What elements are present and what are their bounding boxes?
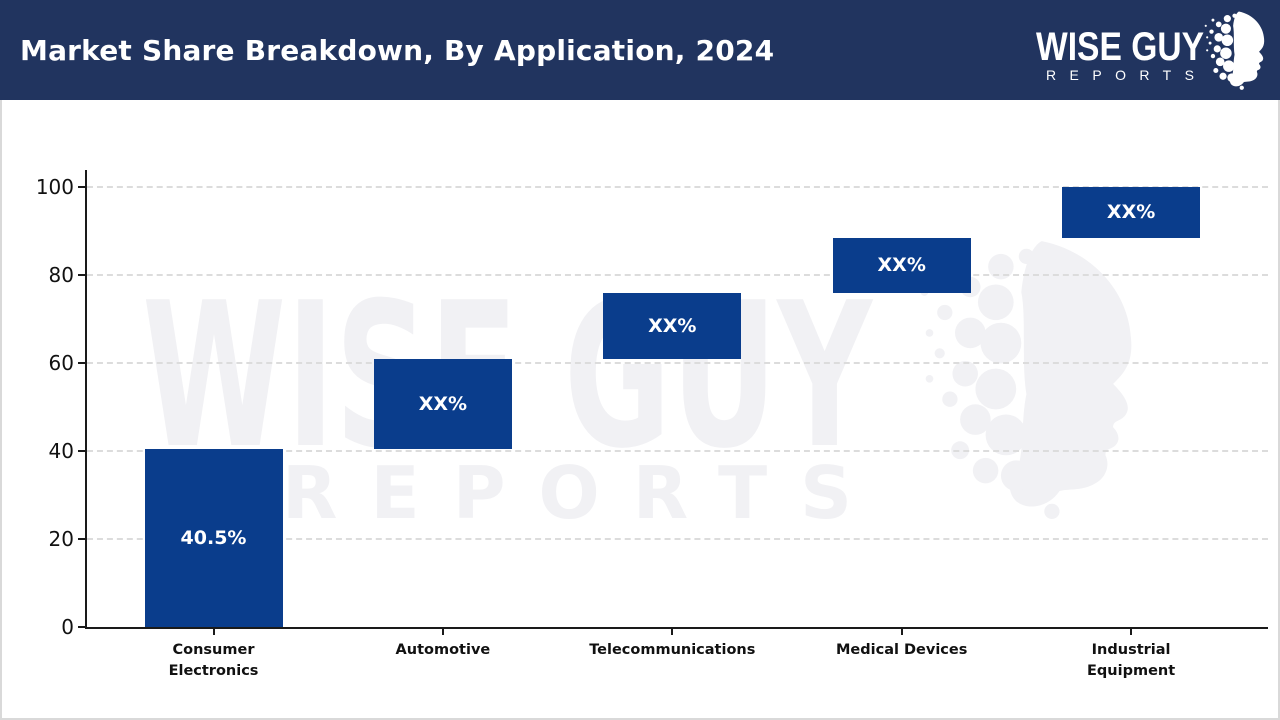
x-axis-category-label-medical-devices: Medical Devices [836,642,968,658]
x-axis-category-label-industrial-equipment: Industrial Equipment [1087,642,1176,680]
bar-value-label-telecommunications: XX% [648,314,697,337]
y-axis-tick-80 [78,274,85,276]
logo-wordmark: WISE GUY [1036,25,1204,69]
x-axis-category-label-automotive: Automotive [395,642,491,658]
bar-consumer-electronics: 40.5% [144,448,283,627]
gridline-60 [87,362,1268,364]
waterfall-chart: 0 20 40 60 80 100 40.5% Consumer Electronics XX%… [2,100,1278,716]
chart-area: WISE GUY REPORTS 0 20 40 60 80 100 40.5% Consum… [0,100,1280,720]
bar-industrial-equipment: XX% [1062,187,1201,238]
bar-value-label-medical-devices: XX% [877,254,926,277]
x-axis-tick-consumer-electronics [212,629,215,635]
bar-value-label-industrial-equipment: XX% [1106,201,1156,224]
y-axis-tick-label-60: 60 [48,351,74,375]
y-axis-tick-60 [78,362,85,364]
y-axis-tick-100 [78,186,85,188]
gridline-20 [87,538,1268,540]
x-axis-category-label-telecommunications: Telecommunications [589,642,756,658]
bar-value-label-consumer-electronics: 40.5% [180,526,247,549]
x-axis-line [85,627,1268,629]
bar-value-label-automotive: XX% [418,392,468,415]
gridline-100 [87,186,1268,188]
bar-telecommunications: XX% [603,292,742,359]
y-axis-tick-label-100: 100 [35,175,74,199]
y-axis-tick-label-0: 0 [61,615,74,639]
x-axis-tick-medical-devices [900,629,903,635]
x-axis-tick-telecommunications [671,629,674,635]
y-axis-line [85,170,87,629]
header-bar: Market Share Breakdown, By Application, … [0,0,1280,100]
gridline-40 [87,450,1268,452]
y-axis-tick-label-80: 80 [48,263,74,287]
chart-title: Market Share Breakdown, By Application, … [20,33,775,67]
gridline-80 [87,274,1268,276]
y-axis-tick-0 [78,626,85,628]
logo-subtext: REPORTS [1046,67,1194,83]
wiseguy-reports-logo: WISE GUY REPORTS [1036,11,1265,90]
watermark-text-line2: REPORTS [282,451,852,535]
y-axis-tick-40 [78,450,85,452]
logo-face-icon [1204,11,1265,90]
x-axis-tick-industrial-equipment [1130,629,1133,635]
y-axis-tick-label-40: 40 [48,439,74,463]
bar-automotive: XX% [373,358,512,449]
x-axis-category-label-consumer-electronics: Consumer Electronics [168,642,259,680]
y-axis-tick-20 [78,538,85,540]
y-axis-tick-label-20: 20 [48,527,74,551]
bar-medical-devices: XX% [832,237,971,293]
x-axis-tick-automotive [441,629,444,635]
